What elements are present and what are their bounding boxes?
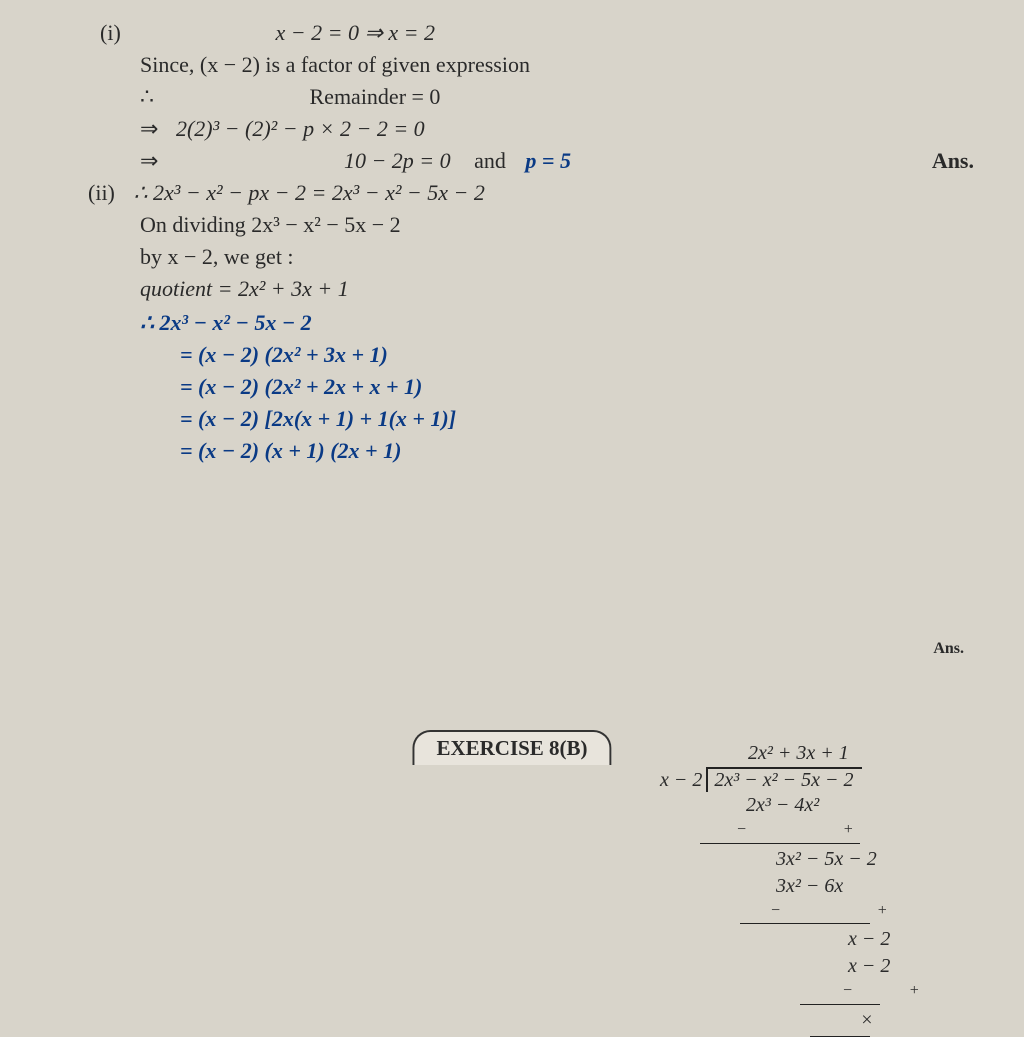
conclude-text: ∴ 2x³ − x² − 5x − 2 <box>140 310 312 335</box>
factor-1: = (x − 2) (2x² + 3x + 1) <box>40 342 600 368</box>
ld-r3: 3x² − 6x <box>660 873 1024 900</box>
therefore-eq: ∴ 2x³ − x² − px − 2 = 2x³ − x² − 5x − 2 <box>134 180 485 205</box>
since-line: Since, (x − 2) is a factor of given expr… <box>40 52 984 78</box>
ans-label-1: Ans. <box>932 148 974 174</box>
conclude-line: ∴ 2x³ − x² − 5x − 2 <box>40 310 600 336</box>
ld-r4: x − 2 <box>660 926 1024 953</box>
eq-x-minus-2: x − 2 = 0 ⇒ x = 2 <box>146 20 436 45</box>
ans-label-2: Ans. <box>933 640 964 658</box>
ld-r5: x − 2 <box>660 953 1024 980</box>
step2-eq: 10 − 2p = 0 <box>164 148 451 173</box>
ld-s2: − + <box>660 900 1024 922</box>
factor-3: = (x − 2) [2x(x + 1) + 1(x + 1)] <box>40 406 600 432</box>
long-division: 2x² + 3x + 1 x − 2 2x³ − x² − 5x − 2 2x³… <box>660 740 1024 1037</box>
arrow-2: ⇒ <box>140 148 158 173</box>
solution-body: (i) x − 2 = 0 ⇒ x = 2 Since, (x − 2) is … <box>40 20 984 767</box>
quotient-text: quotient = 2x² + 3x + 1 <box>140 276 349 301</box>
part-i-label-row: (i) x − 2 = 0 ⇒ x = 2 <box>40 20 984 46</box>
arrow-1: ⇒ <box>140 116 158 141</box>
ld-r6: × <box>660 1007 1024 1034</box>
therefore-symbol: ∴ <box>140 84 154 109</box>
and-text: and <box>456 148 506 173</box>
part-i-label: (i) <box>100 20 140 46</box>
exercise-label: EXERCISE 8(B) <box>412 730 611 765</box>
dividing-line: On dividing 2x³ − x² − 5x − 2 <box>40 212 600 238</box>
dividing-text: On dividing 2x³ − x² − 5x − 2 <box>140 212 401 237</box>
part-ii-row: (ii) ∴ 2x³ − x² − px − 2 = 2x³ − x² − 5x… <box>40 180 984 206</box>
by-text: by x − 2, we get : <box>140 244 294 269</box>
ld-s3: − + <box>660 980 1024 1002</box>
quotient-line: quotient = 2x² + 3x + 1 <box>40 276 600 302</box>
part-ii-label: (ii) <box>88 180 128 206</box>
ld-hr3 <box>800 1004 880 1005</box>
ld-s1: − + <box>660 819 1024 841</box>
ld-r1: 2x³ − 4x² <box>660 792 1024 819</box>
therefore-remainder: ∴ Remainder = 0 <box>40 84 984 110</box>
by-line: by x − 2, we get : <box>40 244 600 270</box>
since-text: Since, (x − 2) is a factor of given expr… <box>140 52 530 77</box>
remainder-eq: Remainder = 0 <box>160 84 441 109</box>
step1-eq: 2(2)³ − (2)² − p × 2 − 2 = 0 <box>164 116 425 141</box>
left-column: On dividing 2x³ − x² − 5x − 2 by x − 2, … <box>40 212 600 464</box>
ld-quotient: 2x² + 3x + 1 <box>660 740 1024 767</box>
p-equals-5: p = 5 <box>511 148 571 173</box>
ld-hr2 <box>740 923 870 924</box>
step2-row: ⇒ 10 − 2p = 0 and p = 5 Ans. <box>40 148 984 174</box>
ld-r2: 3x² − 5x − 2 <box>660 846 1024 873</box>
factor-2: = (x − 2) (2x² + 2x + x + 1) <box>40 374 600 400</box>
factor-4: = (x − 2) (x + 1) (2x + 1) <box>40 438 600 464</box>
ld-hr1 <box>700 843 860 844</box>
step1-row: ⇒ 2(2)³ − (2)² − p × 2 − 2 = 0 <box>40 116 984 142</box>
